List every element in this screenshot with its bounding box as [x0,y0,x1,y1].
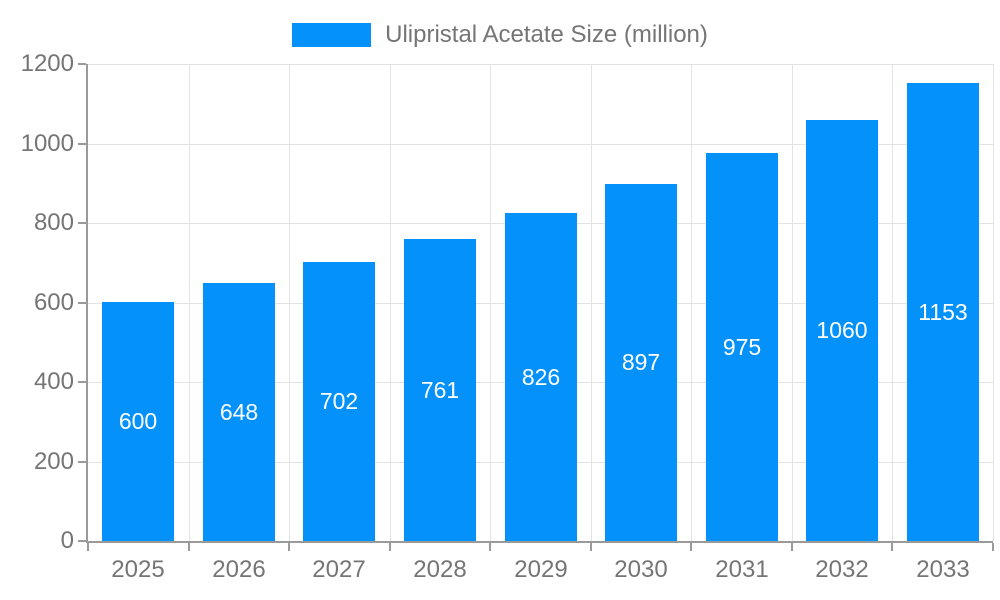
y-axis-tick [78,222,86,224]
bar-2033[interactable]: 1153 [907,83,979,541]
gridline-vertical [189,64,190,541]
y-tick-label: 400 [33,368,74,395]
bar-value-label: 975 [722,333,762,360]
bar-2032[interactable]: 1060 [806,120,878,541]
x-axis-line [86,541,993,543]
x-axis-tick [489,543,491,551]
x-tick-label: 2025 [111,556,165,583]
bar-2025[interactable]: 600 [102,302,174,541]
gridline-vertical [892,64,893,541]
x-axis-tick [590,543,592,551]
bar-2031[interactable]: 975 [706,153,778,541]
gridline-vertical [993,64,994,541]
bar-value-label: 702 [319,388,359,414]
bar-2030[interactable]: 897 [605,184,677,541]
y-axis-tick [78,381,86,383]
y-axis-tick [78,63,86,65]
gridline-vertical [792,64,793,541]
y-axis-tick [78,461,86,463]
gridline-vertical [289,64,290,541]
y-tick-label: 1200 [20,50,74,77]
bar-2028[interactable]: 761 [404,239,476,541]
bar-value-label: 897 [621,349,661,375]
bar-2026[interactable]: 648 [203,283,275,541]
bar-value-label: 600 [118,408,158,434]
plot-area: 600 648 702 761 826 897 975 1060 1153 0 200 400 600… [21,51,994,583]
bar-value-label: 1060 [816,317,868,343]
x-axis-tick [690,543,692,551]
x-axis-tick [791,543,793,551]
x-axis-tick [87,543,89,551]
gridline-vertical [591,64,592,541]
y-tick-label: 1000 [20,130,74,157]
legend-label: Ulipristal Acetate Size (million) [385,21,708,48]
gridline-horizontal [88,64,993,65]
x-tick-label: 2029 [514,556,568,583]
bar-value-label: 648 [219,398,259,425]
x-tick-label: 2026 [212,556,266,583]
y-axis-tick [78,302,86,304]
bar-value-label: 761 [420,376,460,403]
bar-2029[interactable]: 826 [505,213,577,541]
y-tick-label: 200 [33,448,74,475]
x-tick-label: 2028 [413,556,467,583]
x-tick-label: 2027 [312,556,366,583]
x-axis-tick [389,543,391,551]
x-axis-tick [891,543,893,551]
y-tick-label: 600 [33,289,74,316]
x-axis-tick [188,543,190,551]
bar-value-label: 1153 [918,298,968,325]
gridline-horizontal [88,144,993,145]
legend[interactable]: Ulipristal Acetate Size (million) [0,21,1000,49]
x-axis-tick [288,543,290,551]
x-tick-label: 2030 [614,556,668,583]
gridline-vertical [490,64,491,541]
x-axis-tick [992,543,994,551]
x-tick-label: 2032 [815,556,869,583]
gridline-vertical [390,64,391,541]
gridline-vertical [691,64,692,541]
x-tick-label: 2031 [715,556,769,583]
y-tick-label: 800 [33,209,74,236]
y-axis-line [86,64,88,543]
y-axis-tick [78,143,86,145]
y-axis-tick [78,540,86,542]
x-tick-label: 2033 [916,556,970,583]
bar-value-label: 826 [521,363,561,390]
y-tick-label: 0 [60,527,74,554]
legend-swatch [292,23,372,47]
bar-2027[interactable]: 702 [303,262,375,541]
